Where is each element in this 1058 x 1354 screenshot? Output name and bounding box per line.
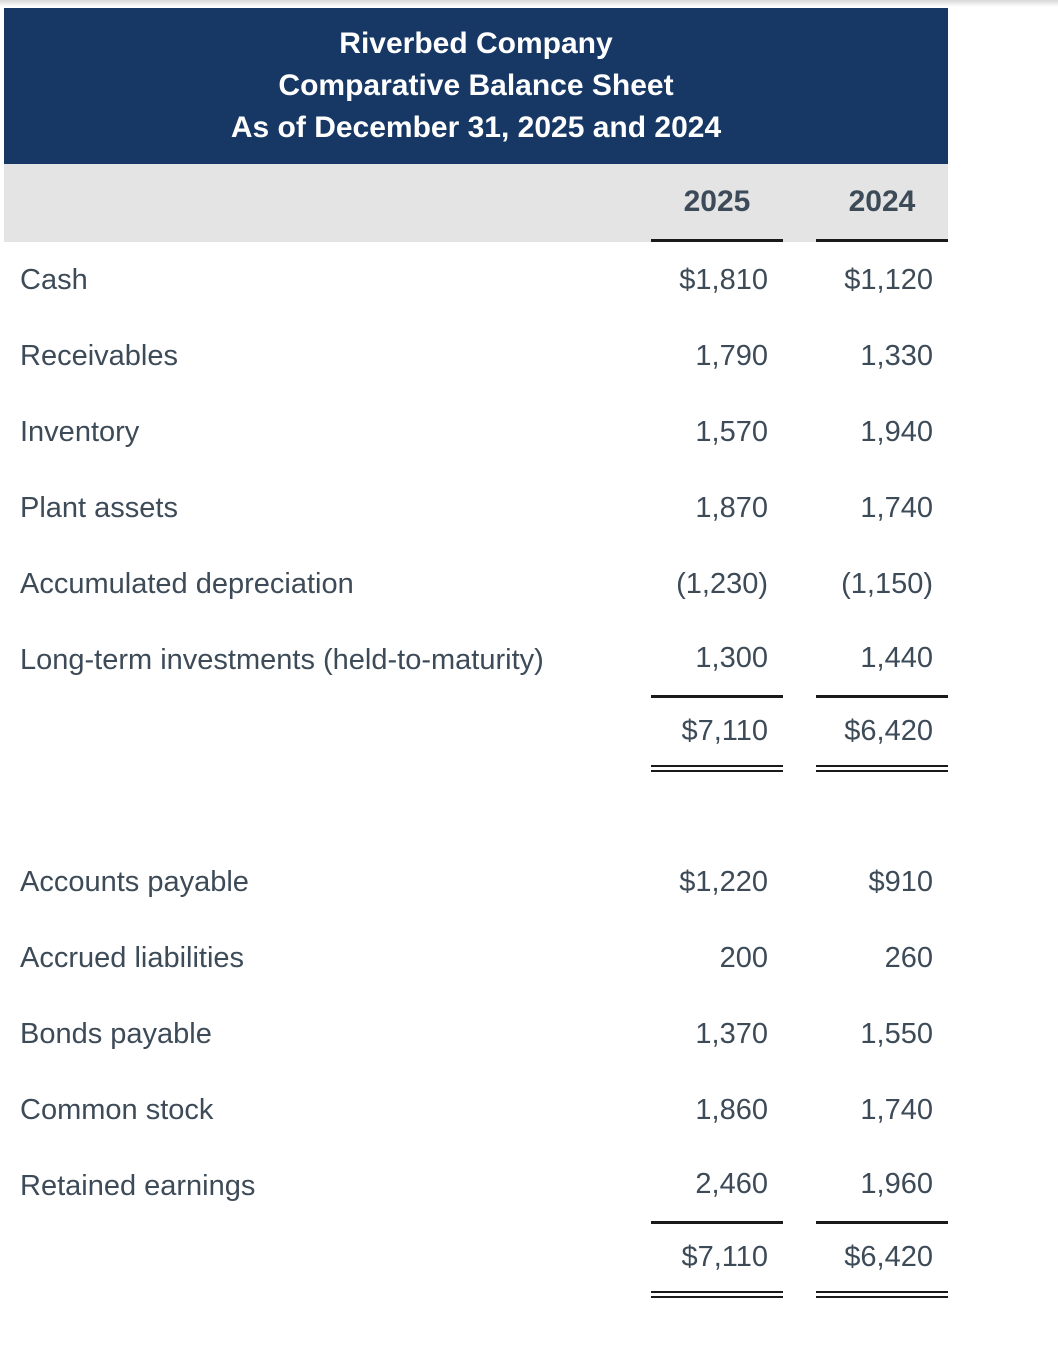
total-row-liabilities-equity: $7,110 $6,420 [4, 1224, 948, 1298]
statement-title: Comparative Balance Sheet [278, 69, 674, 102]
value-2024: 1,740 [860, 1093, 933, 1126]
column-header-2024: 2024 [816, 164, 948, 242]
statement-header: Riverbed Company Comparative Balance She… [4, 8, 948, 164]
column-gap [783, 1224, 816, 1298]
column-gap [783, 242, 816, 318]
total-2024: $6,420 [816, 698, 948, 772]
total-row-assets: $7,110 $6,420 [4, 698, 948, 772]
table-row-long-term-investments: Long-term investments (held-to-maturity)… [4, 622, 948, 698]
value-2024: 1,940 [860, 415, 933, 448]
statement-period: As of December 31, 2025 and 2024 [230, 111, 722, 144]
column-header-row: 2025 2024 [4, 164, 948, 242]
column-header-2025: 2025 [651, 164, 783, 242]
row-label: Bonds payable [20, 1017, 212, 1050]
page-top-shadow [0, 0, 1058, 7]
value-2025: 1,860 [695, 1093, 768, 1126]
row-label: Inventory [20, 415, 140, 448]
row-label: Accumulated depreciation [20, 567, 354, 600]
column-gap [783, 1072, 816, 1148]
column-gap [783, 622, 816, 698]
value-2024: 260 [884, 941, 933, 974]
table-row-plant-assets: Plant assets 1,870 1,740 [4, 470, 948, 546]
column-gap [783, 844, 816, 920]
table-row-cash: Cash $1,810 $1,120 [4, 242, 948, 318]
column-gap [783, 546, 816, 622]
table-row-accrued-liabilities: Accrued liabilities 200 260 [4, 920, 948, 996]
value-2024: 1,960 [816, 1148, 948, 1224]
column-gap [783, 996, 816, 1072]
row-label: Accrued liabilities [20, 941, 245, 974]
row-label: Long-term investments (held-to-maturity) [20, 643, 544, 676]
value-2024: (1,150) [841, 567, 933, 600]
row-label: Retained earnings [20, 1169, 256, 1202]
column-header-spacer [4, 164, 651, 242]
column-gap [783, 920, 816, 996]
column-gap [783, 470, 816, 546]
value-2025: 200 [719, 941, 768, 974]
table-row-receivables: Receivables 1,790 1,330 [4, 318, 948, 394]
row-label: Common stock [20, 1093, 214, 1126]
value-2024: 1,550 [860, 1017, 933, 1050]
column-gap [783, 1148, 816, 1224]
balance-sheet: Riverbed Company Comparative Balance She… [4, 8, 948, 1298]
value-2024: $910 [868, 865, 933, 898]
table-row-accounts-payable: Accounts payable $1,220 $910 [4, 844, 948, 920]
row-label [4, 698, 651, 772]
column-gap [783, 164, 816, 242]
total-2025: $7,110 [651, 698, 783, 772]
value-2025: $1,810 [679, 263, 768, 296]
value-2025: (1,230) [676, 567, 768, 600]
column-gap [783, 698, 816, 772]
value-2025: $1,220 [679, 865, 768, 898]
table-row-retained-earnings: Retained earnings 2,460 1,960 [4, 1148, 948, 1224]
table-row-accumulated-depreciation: Accumulated depreciation (1,230) (1,150) [4, 546, 948, 622]
row-label: Accounts payable [20, 865, 249, 898]
table-row-bonds-payable: Bonds payable 1,370 1,550 [4, 996, 948, 1072]
value-2025: 2,460 [651, 1148, 783, 1224]
value-2024: 1,330 [860, 339, 933, 372]
row-label [4, 1224, 651, 1298]
value-2025: 1,300 [651, 622, 783, 698]
value-2025: 1,870 [695, 491, 768, 524]
table-row-inventory: Inventory 1,570 1,940 [4, 394, 948, 470]
value-2024: $1,120 [844, 263, 933, 296]
column-gap [783, 318, 816, 394]
value-2025: 1,790 [695, 339, 768, 372]
value-2024: 1,740 [860, 491, 933, 524]
value-2025: 1,370 [695, 1017, 768, 1050]
row-label: Cash [20, 263, 88, 296]
total-2025: $7,110 [651, 1224, 783, 1298]
value-2024: 1,440 [816, 622, 948, 698]
column-gap [783, 394, 816, 470]
row-label: Plant assets [20, 491, 178, 524]
row-label: Receivables [20, 339, 178, 372]
value-2025: 1,570 [695, 415, 768, 448]
total-2024: $6,420 [816, 1224, 948, 1298]
company-name: Riverbed Company [339, 27, 613, 60]
table-row-common-stock: Common stock 1,860 1,740 [4, 1072, 948, 1148]
